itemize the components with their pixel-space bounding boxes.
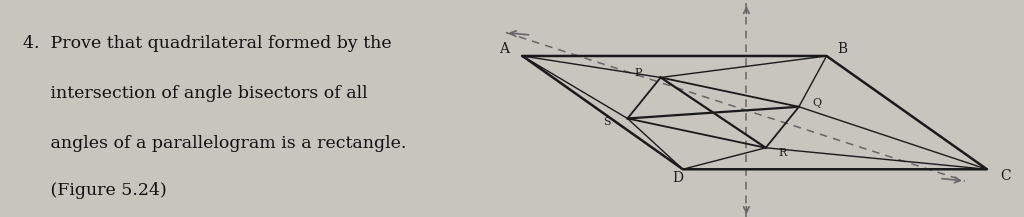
- Text: intersection of angle bisectors of all: intersection of angle bisectors of all: [23, 85, 368, 102]
- Text: angles of a parallelogram is a rectangle.: angles of a parallelogram is a rectangle…: [23, 135, 406, 152]
- Text: 4.  Prove that quadrilateral formed by the: 4. Prove that quadrilateral formed by th…: [23, 35, 391, 52]
- Text: D: D: [672, 171, 683, 184]
- Text: A: A: [499, 43, 509, 56]
- Text: B: B: [837, 43, 847, 56]
- Text: (Figure 5.24): (Figure 5.24): [23, 182, 166, 199]
- Text: Q: Q: [813, 98, 822, 108]
- Text: P: P: [635, 68, 642, 78]
- Text: C: C: [1000, 169, 1011, 183]
- Text: R: R: [778, 148, 786, 158]
- Text: S: S: [603, 117, 611, 127]
